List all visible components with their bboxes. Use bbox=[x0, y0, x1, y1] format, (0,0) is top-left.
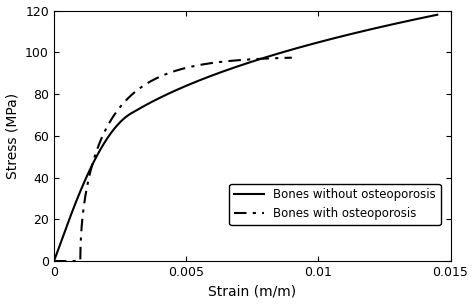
Line: Bones with osteoporosis: Bones with osteoporosis bbox=[54, 58, 292, 261]
Y-axis label: Stress (MPa): Stress (MPa) bbox=[6, 93, 19, 179]
Bones without osteoporosis bbox=[314, 41, 320, 44]
Bones with osteoporosis bbox=[289, 56, 295, 60]
Bones with osteoporosis bbox=[75, 259, 81, 263]
Bones with osteoporosis bbox=[237, 58, 242, 62]
Bones without osteoporosis bbox=[206, 75, 212, 78]
Bones without osteoporosis bbox=[220, 70, 226, 73]
Bones with osteoporosis bbox=[51, 259, 57, 263]
Bones with osteoporosis bbox=[147, 80, 153, 83]
Bones with osteoporosis bbox=[156, 75, 162, 79]
Legend: Bones without osteoporosis, Bones with osteoporosis: Bones without osteoporosis, Bones with o… bbox=[229, 184, 441, 225]
Line: Bones without osteoporosis: Bones without osteoporosis bbox=[54, 15, 438, 261]
Bones with osteoporosis bbox=[241, 58, 246, 62]
Bones without osteoporosis bbox=[51, 259, 57, 263]
Bones with osteoporosis bbox=[214, 60, 220, 64]
Bones without osteoporosis bbox=[350, 32, 356, 35]
Bones without osteoporosis bbox=[90, 161, 96, 165]
Bones without osteoporosis bbox=[435, 13, 440, 16]
Bones without osteoporosis bbox=[357, 30, 363, 34]
X-axis label: Strain (m/m): Strain (m/m) bbox=[208, 285, 296, 299]
